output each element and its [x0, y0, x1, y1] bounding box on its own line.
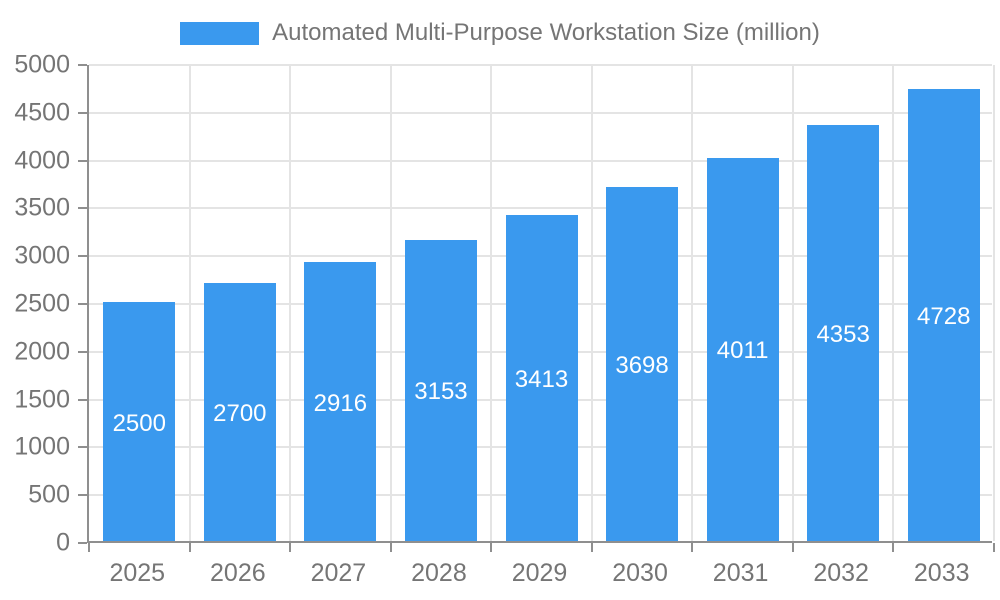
y-axis-tick — [78, 446, 87, 449]
bar-value-label: 2916 — [313, 389, 368, 417]
y-axis-tick — [78, 111, 87, 114]
x-axis-tick — [892, 543, 895, 552]
y-axis-tick — [78, 303, 87, 305]
x-gridline — [791, 65, 794, 541]
y-gridline — [89, 207, 992, 210]
y-axis-tick — [78, 398, 87, 401]
x-axis-tick — [490, 543, 493, 552]
y-axis-tick — [78, 64, 87, 66]
bar-value-label: 3153 — [414, 378, 468, 406]
bar[interactable] — [706, 157, 779, 541]
y-tick-label: 1000 — [14, 432, 70, 461]
y-gridline — [89, 111, 992, 114]
y-gridline — [89, 159, 992, 162]
bar-value-label: 4011 — [716, 337, 769, 365]
x-tick-label: 2025 — [109, 559, 166, 587]
plot-area: 2500 2700 2916 3153 3413 3698 4011 4353 4728 — [78, 64, 995, 552]
y-tick-label: 0 — [56, 528, 70, 557]
y-axis-tick — [78, 494, 87, 497]
x-gridline — [490, 65, 493, 541]
legend-swatch-icon[interactable] — [180, 21, 260, 45]
x-tick-label: 2030 — [612, 559, 668, 587]
y-axis-tick — [78, 350, 87, 353]
x-gridline — [389, 65, 392, 541]
bar[interactable] — [505, 214, 578, 541]
x-tick-label: 2026 — [210, 559, 266, 587]
bar-value-label: 2500 — [112, 409, 166, 437]
x-axis-tick — [590, 543, 593, 552]
x-axis-tick — [289, 543, 292, 552]
x-axis-tick — [88, 543, 90, 552]
bar-value-label: 4353 — [816, 320, 870, 348]
bar[interactable] — [304, 262, 377, 541]
bar-value-label: 4728 — [917, 303, 971, 330]
x-gridline — [691, 65, 694, 541]
x-gridline — [289, 65, 292, 541]
legend-label[interactable]: Automated Multi-Purpose Workstation Size… — [272, 19, 820, 46]
bar[interactable] — [404, 239, 477, 541]
x-gridline — [892, 65, 895, 541]
y-tick-label: 500 — [28, 480, 70, 509]
bar[interactable] — [103, 302, 176, 541]
x-axis-tick — [691, 543, 694, 552]
y-axis-tick — [78, 255, 87, 258]
x-tick-label: 2028 — [411, 559, 467, 587]
bar[interactable] — [203, 282, 276, 541]
x-tick-label: 2032 — [813, 559, 869, 587]
x-gridline — [188, 65, 191, 541]
x-tick-label: 2029 — [511, 559, 568, 587]
y-tick-label: 3500 — [14, 193, 70, 222]
y-tick-label: 3000 — [14, 241, 70, 270]
y-tick-label: 5000 — [14, 50, 70, 79]
bar[interactable] — [907, 89, 980, 541]
x-axis-tick — [791, 543, 794, 552]
x-axis-tick — [188, 543, 191, 552]
y-tick-label: 4000 — [14, 146, 70, 175]
bar-value-label: 3698 — [615, 352, 669, 380]
y-axis-tick — [78, 207, 87, 210]
y-axis-tick — [78, 159, 87, 162]
bar[interactable] — [606, 187, 679, 541]
x-tick-label: 2033 — [913, 559, 970, 587]
y-tick-label: 4500 — [14, 98, 70, 127]
y-tick-label: 1500 — [14, 385, 70, 414]
x-gridline — [590, 65, 593, 541]
legend[interactable]: Automated Multi-Purpose Workstation Size… — [0, 19, 1000, 47]
y-axis-tick — [78, 542, 87, 544]
x-tick-label: 2027 — [310, 559, 367, 587]
y-tick-label: 2000 — [14, 337, 70, 366]
y-tick-label: 2500 — [14, 289, 70, 318]
bar-value-label: 3413 — [514, 365, 569, 393]
x-axis-tick — [993, 543, 995, 552]
x-gridline — [993, 65, 995, 541]
bar-value-label: 2700 — [213, 399, 267, 427]
x-tick-label: 2031 — [712, 559, 769, 587]
x-axis-tick — [389, 543, 392, 552]
bar[interactable] — [807, 124, 880, 541]
y-gridline — [89, 64, 992, 66]
